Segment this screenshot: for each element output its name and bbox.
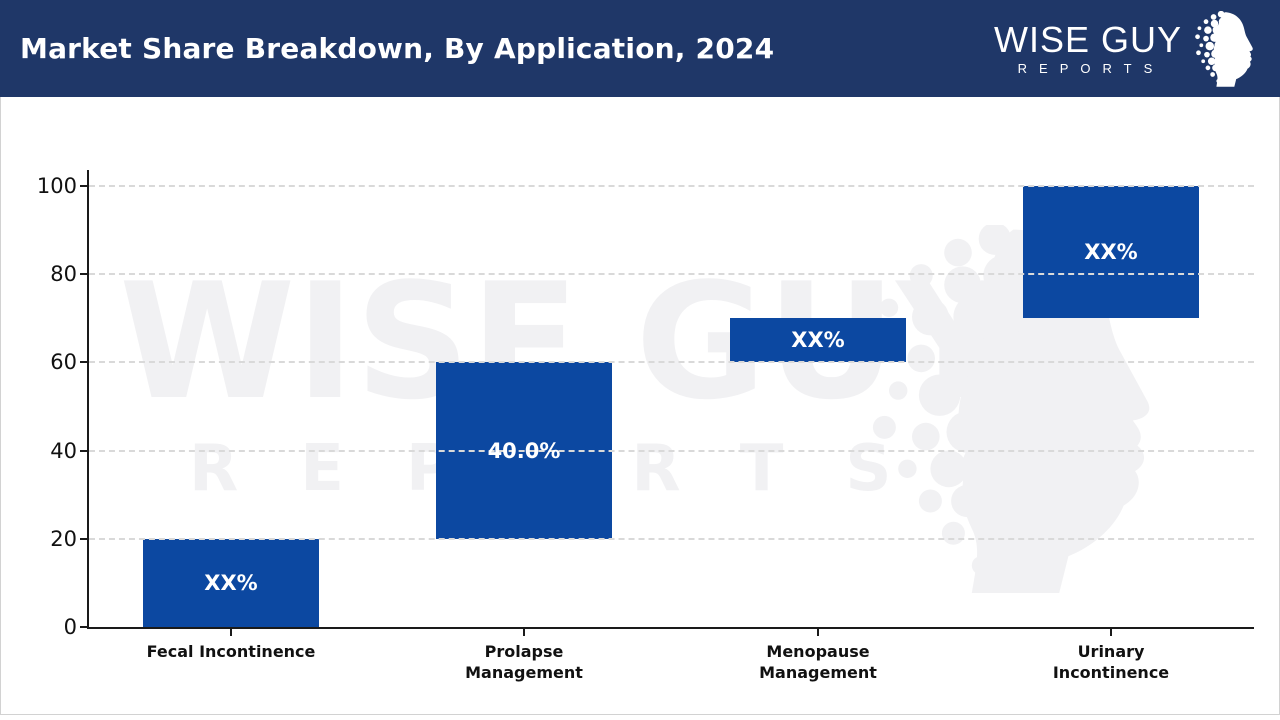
wise-guy-logo: WISE GUY REPORTS — [994, 11, 1256, 87]
logo-subtitle: REPORTS — [1017, 61, 1165, 76]
x-axis-line — [87, 627, 1254, 629]
bar-segment: XX% — [143, 538, 319, 627]
logo-text: WISE GUY REPORTS — [993, 19, 1182, 76]
x-tick-label: Menopause Management — [759, 642, 877, 683]
gridline — [89, 361, 1254, 364]
x-tick-mark — [523, 629, 525, 636]
header-bar: Market Share Breakdown, By Application, … — [0, 0, 1280, 97]
x-tick-mark — [230, 629, 232, 636]
gridline — [89, 537, 1254, 540]
y-tick-mark — [80, 361, 88, 364]
plot-area: XX% 40.0% XX% XX% 0 20 40 60 80 100 Fecal Incontin… — [1, 97, 1279, 714]
y-tick-label: 80 — [50, 262, 77, 287]
bar-value-label: 40.0% — [487, 438, 561, 463]
y-tick-mark — [80, 185, 88, 187]
bar-value-label: XX% — [204, 570, 258, 595]
chart-container: WISE GUY REPORTS XX%40.0%XX%XX%020406080… — [0, 97, 1280, 715]
x-tick-label: Prolapse Management — [465, 642, 583, 683]
gridline — [89, 185, 1254, 187]
y-tick-label: 100 — [36, 174, 77, 198]
gridline — [89, 273, 1254, 276]
y-tick-label: 60 — [50, 350, 77, 375]
bar-value-label: XX% — [791, 328, 845, 353]
bar-segment: XX% — [1023, 186, 1199, 319]
y-tick-mark — [80, 449, 88, 452]
y-tick-label: 40 — [50, 438, 77, 463]
y-tick-label: 0 — [63, 615, 77, 639]
y-tick-mark — [80, 626, 88, 628]
logo-head-icon — [1190, 11, 1256, 87]
y-tick-label: 20 — [50, 526, 77, 551]
page-title: Market Share Breakdown, By Application, … — [20, 32, 775, 65]
x-tick-label: Fecal Incontinence — [146, 642, 316, 661]
y-tick-mark — [80, 273, 88, 276]
gridline — [89, 449, 1254, 452]
x-tick-label: Urinary Incontinence — [1052, 642, 1170, 683]
logo-wordmark: WISE GUY — [993, 19, 1182, 60]
y-axis-line — [87, 170, 89, 629]
x-tick-mark — [1110, 629, 1112, 636]
x-tick-mark — [817, 629, 819, 636]
y-tick-mark — [80, 537, 88, 540]
bar-segment: XX% — [730, 318, 906, 363]
bar-value-label: XX% — [1084, 240, 1138, 265]
